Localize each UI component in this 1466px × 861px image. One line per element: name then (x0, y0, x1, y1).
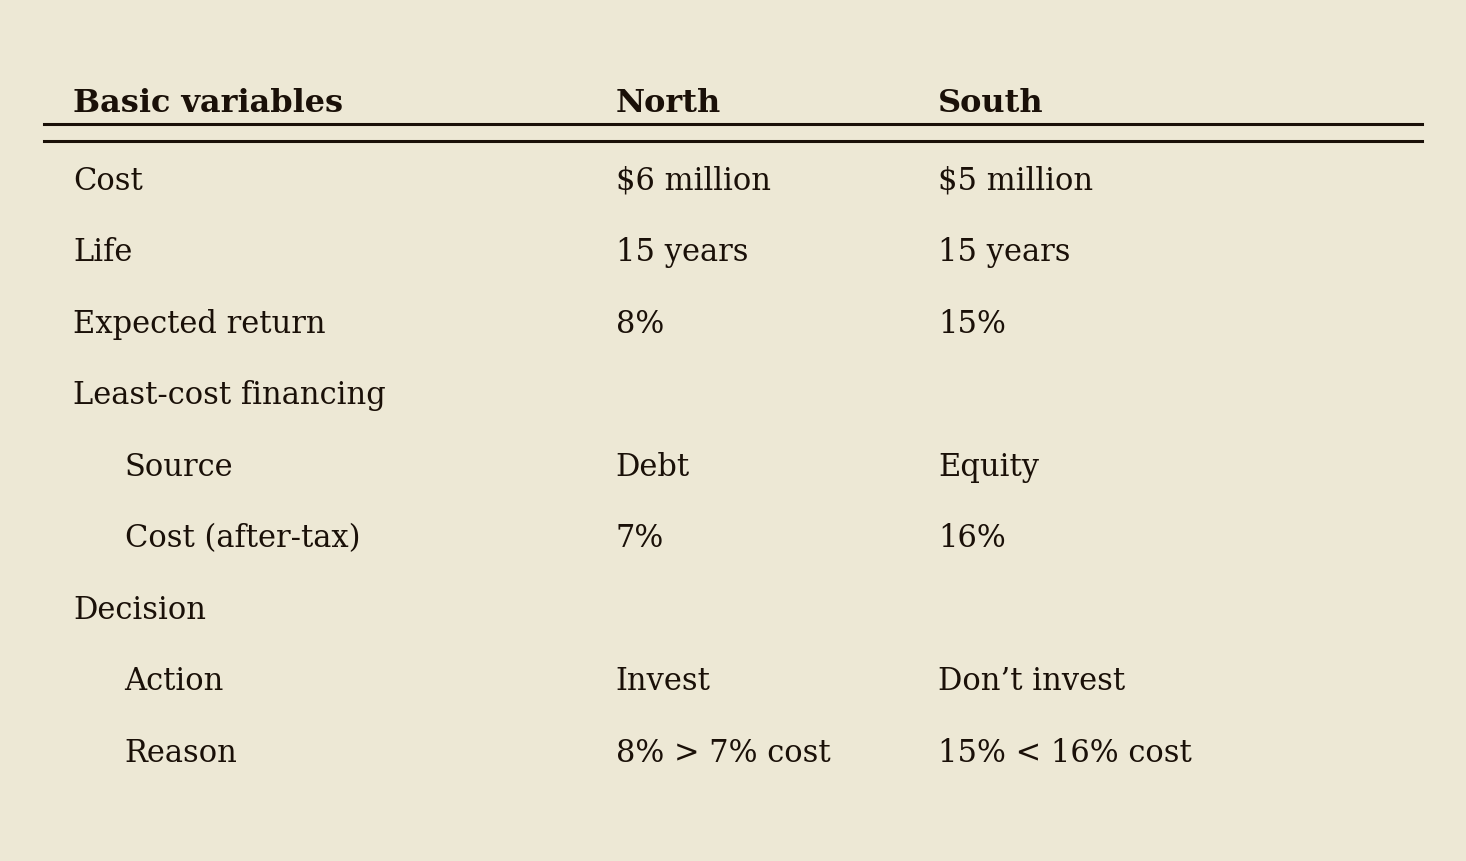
Text: North: North (616, 88, 721, 119)
Text: Cost: Cost (73, 165, 144, 196)
Text: Least-cost financing: Least-cost financing (73, 380, 386, 411)
Text: 15 years: 15 years (616, 237, 748, 268)
Text: 16%: 16% (938, 523, 1006, 554)
Text: Invest: Invest (616, 666, 711, 697)
Text: Cost (after-tax): Cost (after-tax) (125, 523, 361, 554)
Text: Don’t invest: Don’t invest (938, 666, 1126, 697)
Text: Action: Action (125, 666, 224, 697)
Text: Reason: Reason (125, 737, 237, 768)
Text: $6 million: $6 million (616, 165, 771, 196)
Text: 8%: 8% (616, 308, 664, 339)
Text: 15 years: 15 years (938, 237, 1070, 268)
Text: Expected return: Expected return (73, 308, 325, 339)
Text: 8% > 7% cost: 8% > 7% cost (616, 737, 830, 768)
Text: 15%: 15% (938, 308, 1006, 339)
Text: Equity: Equity (938, 451, 1039, 482)
Text: $5 million: $5 million (938, 165, 1094, 196)
Text: Decision: Decision (73, 594, 207, 625)
Text: Source: Source (125, 451, 233, 482)
Text: Life: Life (73, 237, 133, 268)
Text: 15% < 16% cost: 15% < 16% cost (938, 737, 1192, 768)
Text: Basic variables: Basic variables (73, 88, 343, 119)
Text: South: South (938, 88, 1044, 119)
Text: 7%: 7% (616, 523, 664, 554)
Text: Debt: Debt (616, 451, 690, 482)
